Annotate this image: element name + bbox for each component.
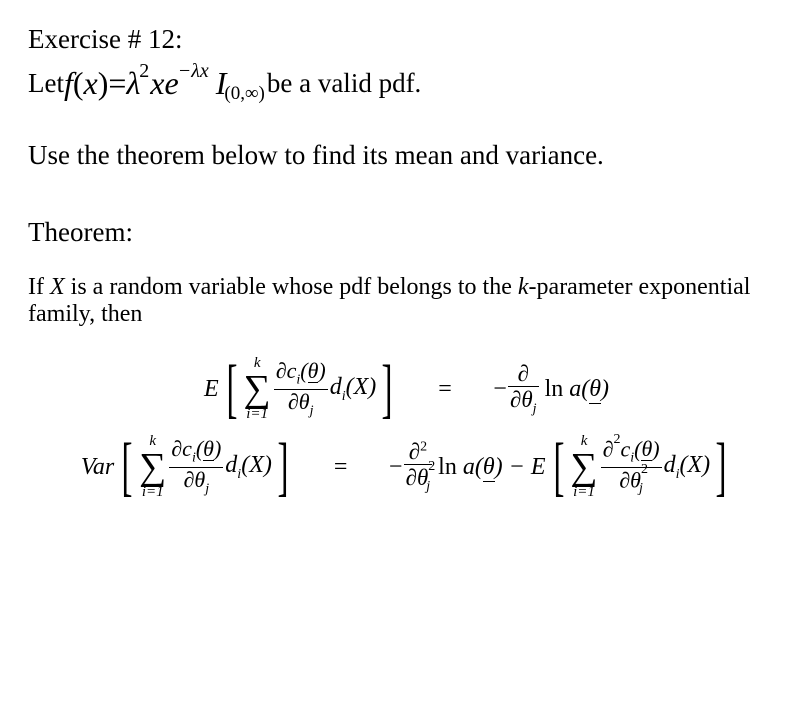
right-bracket: ] — [382, 366, 393, 412]
Var-operator: Var — [81, 454, 114, 481]
theorem-statement: If X is a random variable whose pdf belo… — [28, 274, 785, 328]
x-var: x — [84, 65, 98, 102]
E-operator: E — [204, 376, 219, 403]
dtheta: ∂θ — [288, 389, 310, 414]
equation-block: E [ k ∑ i=1 ∂ci(θ) ∂θj di(X) ] = − ∂ ∂θj… — [28, 356, 785, 500]
d2c-partial: ∂ — [603, 436, 614, 461]
dtheta-sq2: ∂θ — [619, 467, 641, 492]
sum-bottom3: i=1 — [573, 485, 595, 500]
dtheta-sq: ∂θ — [406, 465, 429, 490]
equals-sign: = — [438, 376, 452, 403]
ln: ln — [545, 376, 570, 402]
theorem-X: X — [50, 274, 65, 300]
d-func: d — [330, 374, 342, 400]
sigma-icon2: ∑ — [139, 449, 166, 485]
dc-i: i — [296, 373, 300, 388]
minus2: − — [387, 454, 403, 481]
sum-symbol: k ∑ i=1 — [244, 356, 271, 422]
variance-equation: Var [ k ∑ i=1 ∂ci(θ) ∂θj di(X) ] = − ∂2 … — [81, 434, 732, 500]
dtheta-j: j — [310, 403, 314, 418]
equals-sign2: = — [334, 454, 348, 481]
lambda-squared: 2 — [139, 60, 149, 83]
dtheta-sq-j: j — [426, 479, 430, 494]
dtheta-sq-sup: 2 — [428, 459, 435, 474]
dtheta-sq2-j: j — [639, 481, 643, 496]
d-func2: d — [225, 452, 237, 478]
left-bracket3: [ — [553, 444, 564, 490]
theorem-mid: is a random variable whose pdf belongs t… — [65, 274, 518, 300]
d-func3: d — [664, 452, 676, 478]
dtheta3: ∂θ — [184, 467, 206, 492]
E-operator2: E — [531, 454, 546, 481]
d2c-c: c — [620, 436, 630, 461]
dc-i2: i — [192, 451, 196, 466]
dc-dtheta-frac2: ∂ci(θ) ∂θj — [169, 437, 223, 497]
ln2: ln — [438, 454, 463, 480]
indicator-subscript: (0,∞) — [224, 83, 264, 105]
partial2-sup: 2 — [420, 439, 427, 454]
dc-dtheta-frac: ∂ci(θ) ∂θj — [274, 359, 328, 419]
theta2: θ — [589, 376, 601, 403]
dtheta2: ∂θ — [510, 387, 533, 412]
dc-partial: ∂c — [276, 358, 297, 383]
exercise-heading: Exercise # 12: — [28, 24, 785, 55]
sigma-icon3: ∑ — [570, 449, 597, 485]
dtheta-j2: j — [533, 401, 537, 416]
f-symbol: f — [64, 65, 73, 102]
xe: xe — [150, 65, 178, 102]
theta4: θ — [483, 454, 495, 481]
minus: − — [492, 376, 508, 403]
sum-bottom2: i=1 — [142, 485, 164, 500]
open-paren: ( — [73, 65, 84, 102]
left-bracket: [ — [226, 366, 237, 412]
dtheta-sq2-sup: 2 — [641, 462, 648, 477]
dc-partial2: ∂c — [171, 436, 192, 461]
theorem-heading: Theorem: — [28, 217, 785, 248]
equals: = — [108, 65, 126, 102]
lambda: λ — [126, 65, 140, 102]
theta1: θ — [308, 360, 319, 382]
sum-bottom: i=1 — [246, 407, 268, 422]
d-i2: i — [237, 467, 241, 482]
right-bracket2: ] — [277, 444, 288, 490]
d-dtheta-frac: ∂ ∂θj — [508, 361, 539, 418]
trail-text: be a valid pdf. — [267, 68, 421, 99]
left-bracket2: [ — [122, 444, 133, 490]
d2c-i: i — [630, 451, 634, 466]
instruction-text: Use the theorem below to find its mean a… — [28, 140, 785, 171]
X-arg: X — [354, 374, 369, 400]
partial-top: ∂ — [516, 361, 531, 386]
theorem-pre: If — [28, 274, 50, 300]
d-i3: i — [676, 467, 680, 482]
expectation-equation: E [ k ∑ i=1 ∂ci(θ) ∂θj di(X) ] = − ∂ ∂θj… — [204, 356, 609, 422]
pdf-formula: f ( x ) = λ 2 xe −λx I (0,∞) — [64, 65, 267, 102]
dtheta-j3: j — [205, 481, 209, 496]
let-text: Let — [28, 68, 64, 99]
sum-symbol3: k ∑ i=1 — [570, 434, 597, 500]
sum-symbol2: k ∑ i=1 — [139, 434, 166, 500]
d-i: i — [342, 388, 346, 403]
X-arg3: X — [687, 452, 702, 478]
theta5: θ — [641, 438, 652, 460]
d2c-dtheta2-frac: ∂2ci(θ) ∂θ2j — [601, 437, 662, 497]
pdf-definition-line: Let f ( x ) = λ 2 xe −λx I (0,∞) be a va… — [28, 65, 785, 102]
partial2: ∂ — [409, 439, 420, 464]
a-func2: a — [463, 454, 475, 480]
d2-dtheta2-frac: ∂2 ∂θ2j — [404, 439, 433, 496]
close-paren: ) — [98, 65, 109, 102]
X-arg2: X — [249, 452, 264, 478]
right-bracket3: ] — [716, 444, 727, 490]
d2c-sup: 2 — [613, 432, 620, 447]
sigma-icon: ∑ — [244, 371, 271, 407]
theta3: θ — [203, 438, 214, 460]
theorem-k: k — [518, 274, 529, 300]
exponent: −λx — [178, 60, 209, 83]
a-func: a — [569, 376, 581, 402]
